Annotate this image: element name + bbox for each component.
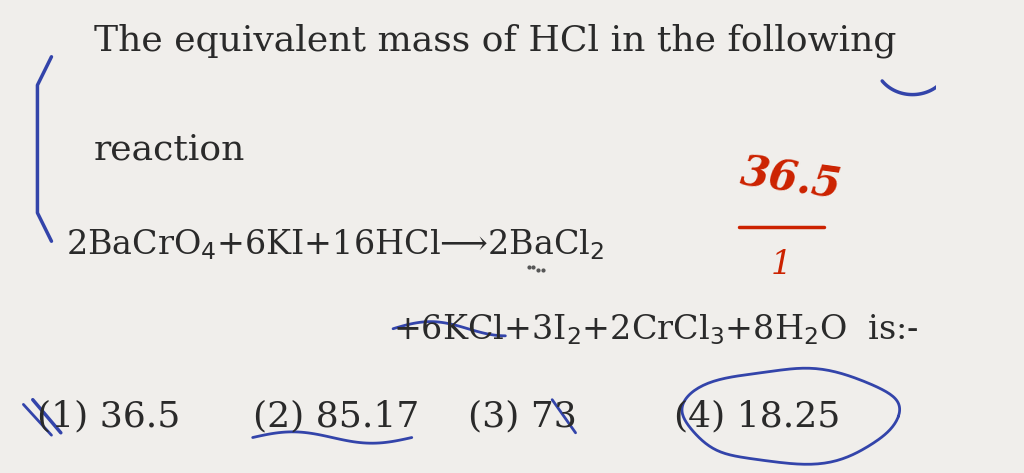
- Text: 36.5: 36.5: [737, 152, 844, 208]
- Text: 1: 1: [771, 249, 793, 281]
- Text: 2BaCrO$_4$+6KI+16HCl⟶2BaCl$_2$: 2BaCrO$_4$+6KI+16HCl⟶2BaCl$_2$: [66, 227, 604, 262]
- Text: (4) 18.25: (4) 18.25: [674, 399, 841, 433]
- Text: (2) 85.17: (2) 85.17: [253, 399, 419, 433]
- Text: reaction: reaction: [93, 132, 245, 166]
- Text: (3) 73: (3) 73: [468, 399, 577, 433]
- Text: The equivalent mass of HCl in the following: The equivalent mass of HCl in the follow…: [93, 24, 896, 58]
- Text: (1) 36.5: (1) 36.5: [38, 399, 181, 433]
- Text: +6KCl+3I$_2$+2CrCl$_3$+8H$_2$O  is:-: +6KCl+3I$_2$+2CrCl$_3$+8H$_2$O is:-: [393, 312, 919, 347]
